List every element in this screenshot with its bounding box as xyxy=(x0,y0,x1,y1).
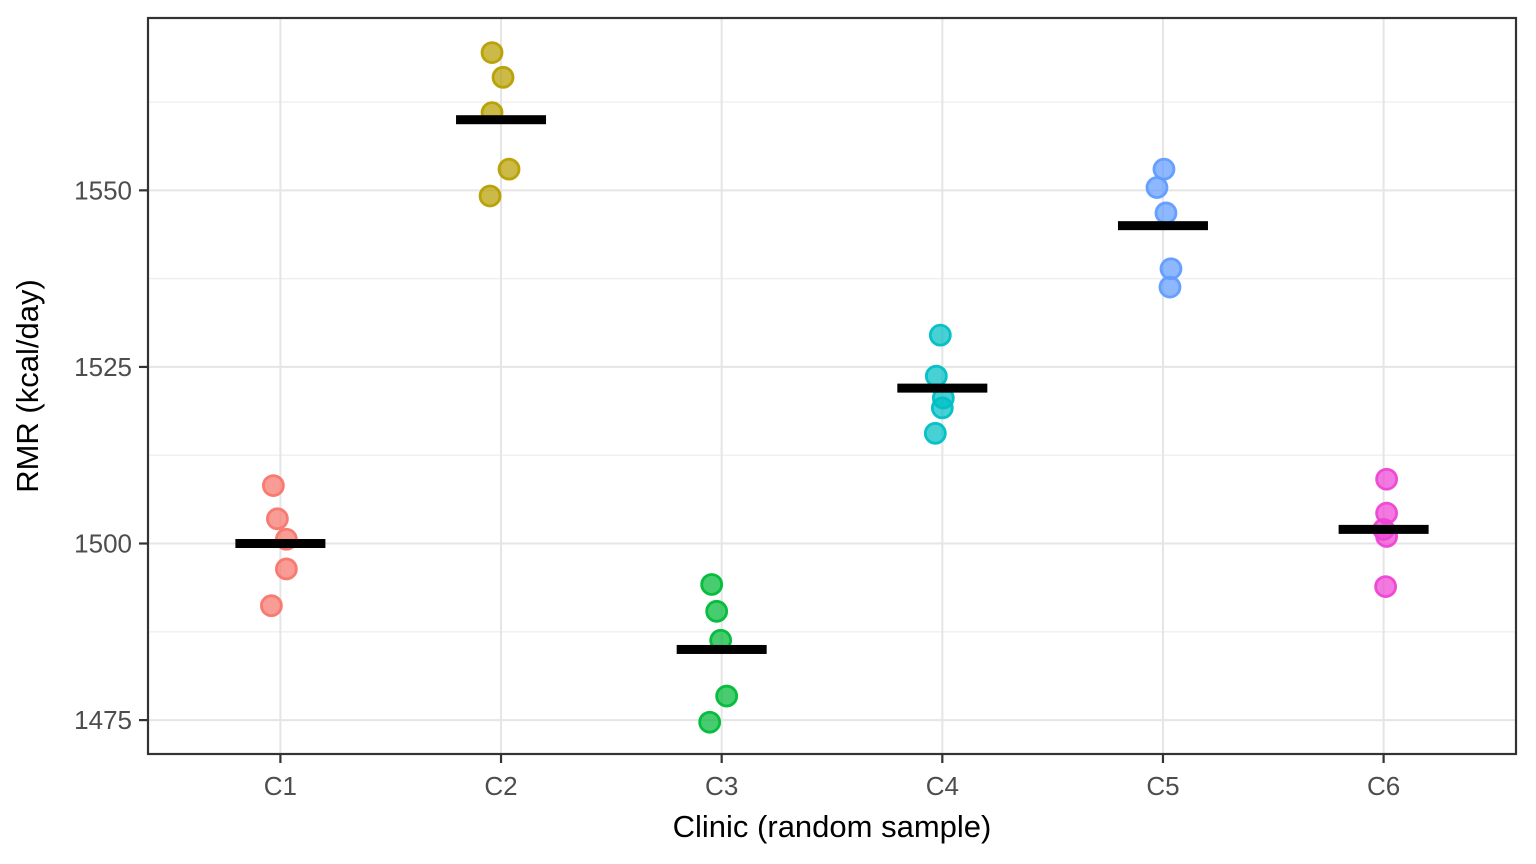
x-tick-label: C3 xyxy=(705,771,738,801)
data-point-c6 xyxy=(1374,575,1398,598)
data-point-c5 xyxy=(1158,275,1182,299)
data-point-c4 xyxy=(924,364,948,388)
x-tick-label: C6 xyxy=(1367,771,1400,801)
y-axis-title: RMR (kcal/day) xyxy=(10,279,45,493)
data-point-c3 xyxy=(700,573,724,596)
data-point-c3 xyxy=(705,599,729,623)
mean-bar-c3 xyxy=(676,644,767,654)
mean-bar-c5 xyxy=(1117,221,1208,231)
y-tick-label: 1500 xyxy=(74,529,132,559)
x-tick-label: C5 xyxy=(1146,771,1179,801)
data-point-c5 xyxy=(1154,201,1178,225)
y-tick-label: 1475 xyxy=(74,705,132,735)
chart-layers: 1475 1500 1525 1550 C1 C2 C3 C4 C5 C6 xyxy=(74,16,1518,801)
data-point-c4 xyxy=(930,396,954,420)
data-point-c1 xyxy=(261,474,285,497)
data-point-c2 xyxy=(497,157,521,181)
data-point-c2 xyxy=(491,65,515,89)
panel-border xyxy=(146,16,1518,756)
data-point-c3 xyxy=(715,684,739,708)
data-point-c5 xyxy=(1145,176,1169,199)
x-axis-title: Clinic (random sample) xyxy=(673,809,992,844)
y-tick-label: 1525 xyxy=(74,352,132,382)
data-point-c6 xyxy=(1375,467,1399,491)
data-point-c1 xyxy=(265,507,289,531)
data-point-c2 xyxy=(480,41,504,65)
plot-panel xyxy=(148,18,1516,754)
y-tick-label: 1550 xyxy=(74,175,132,205)
data-point-c1 xyxy=(274,557,298,581)
x-tick-label: C1 xyxy=(264,771,297,801)
mean-bar-c1 xyxy=(235,539,326,549)
data-point-c3 xyxy=(698,710,722,734)
mean-bar-c2 xyxy=(456,115,547,125)
x-tick-label: C2 xyxy=(484,771,517,801)
data-point-c2 xyxy=(478,184,502,208)
data-point-c5 xyxy=(1159,257,1183,281)
data-point-c4 xyxy=(928,323,952,347)
mean-bar-c4 xyxy=(897,383,988,393)
mean-bar-c6 xyxy=(1338,524,1429,534)
x-tick-label: C4 xyxy=(926,771,959,801)
data-point-c1 xyxy=(259,594,283,618)
data-point-c4 xyxy=(923,421,947,445)
